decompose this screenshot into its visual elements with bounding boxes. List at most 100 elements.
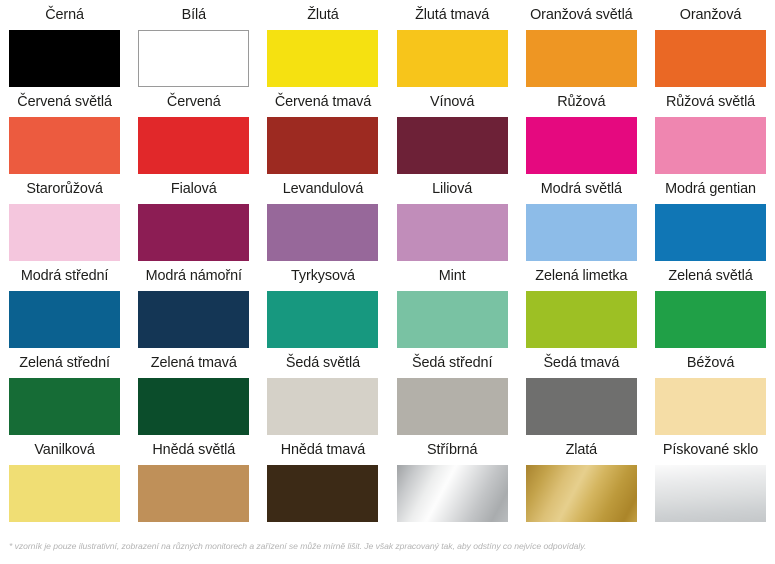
- swatch-label: Šedá tmavá: [543, 355, 620, 371]
- swatch-label: Červená: [166, 94, 221, 110]
- swatch-label: Žlutá: [307, 7, 339, 23]
- swatch-cell[interactable]: Žlutá: [258, 0, 387, 87]
- swatch-cell[interactable]: Stříbrná: [388, 435, 517, 522]
- swatch-color-chip[interactable]: [267, 30, 379, 87]
- swatch-color-chip[interactable]: [138, 378, 250, 435]
- swatch-color-chip[interactable]: [525, 117, 637, 174]
- swatch-color-chip[interactable]: [138, 465, 250, 522]
- swatch-label: Šedá světlá: [285, 355, 361, 371]
- swatch-color-chip[interactable]: [525, 204, 637, 261]
- swatch-cell[interactable]: Šedá střední: [388, 348, 517, 435]
- swatch-label: Zelená tmavá: [150, 355, 237, 371]
- swatch-color-chip[interactable]: [267, 117, 379, 174]
- swatch-cell[interactable]: Vínová: [388, 87, 517, 174]
- swatch-cell[interactable]: Oranžová: [646, 0, 775, 87]
- swatch-label: Modrá gentian: [665, 181, 756, 197]
- swatch-color-chip[interactable]: [654, 117, 766, 174]
- swatch-label: Modrá světlá: [540, 181, 622, 197]
- swatch-color-chip[interactable]: [396, 30, 508, 87]
- swatch-label: Modrá střední: [20, 268, 109, 284]
- swatch-label: Zelená střední: [19, 355, 110, 371]
- swatch-color-chip[interactable]: [654, 291, 766, 348]
- swatch-cell[interactable]: Bílá: [129, 0, 258, 87]
- swatch-cell[interactable]: Hnědá tmavá: [258, 435, 387, 522]
- swatch-cell[interactable]: Modrá světlá: [517, 174, 646, 261]
- swatch-cell[interactable]: Pískované sklo: [646, 435, 775, 522]
- swatch-cell[interactable]: Mint: [388, 261, 517, 348]
- swatch-color-chip[interactable]: [525, 378, 637, 435]
- swatch-color-chip[interactable]: [267, 465, 379, 522]
- swatch-label: Oranžová: [679, 7, 742, 23]
- swatch-color-chip[interactable]: [9, 30, 120, 87]
- swatch-cell[interactable]: Růžová světlá: [646, 87, 775, 174]
- swatch-label: Béžová: [686, 355, 735, 371]
- swatch-label: Modrá námořní: [145, 268, 242, 284]
- swatch-color-chip[interactable]: [654, 378, 766, 435]
- swatch-cell[interactable]: Levandulová: [258, 174, 387, 261]
- swatch-color-chip[interactable]: [396, 378, 508, 435]
- swatch-color-chip[interactable]: [654, 30, 766, 87]
- swatch-label: Tyrkysová: [291, 268, 355, 284]
- swatch-label: Šedá střední: [411, 355, 493, 371]
- swatch-cell[interactable]: Červená: [129, 87, 258, 174]
- swatch-cell[interactable]: Modrá námořní: [129, 261, 258, 348]
- swatch-cell[interactable]: Žlutá tmavá: [388, 0, 517, 87]
- swatch-color-chip[interactable]: [396, 465, 508, 522]
- color-swatch-grid: Černá Bílá Žlutá Žlutá tmavá Oranžová světlá…: [0, 0, 775, 522]
- swatch-cell[interactable]: Zlatá: [517, 435, 646, 522]
- swatch-color-chip[interactable]: [525, 291, 637, 348]
- swatch-color-chip[interactable]: [525, 465, 637, 522]
- swatch-cell[interactable]: Zelená tmavá: [129, 348, 258, 435]
- swatch-label: Starorůžová: [26, 181, 103, 197]
- swatch-cell[interactable]: Červená tmavá: [258, 87, 387, 174]
- swatch-color-chip[interactable]: [138, 30, 250, 87]
- swatch-color-chip[interactable]: [396, 204, 508, 261]
- swatch-cell[interactable]: Šedá světlá: [258, 348, 387, 435]
- swatch-color-chip[interactable]: [9, 204, 120, 261]
- swatch-cell[interactable]: Zelená světlá: [646, 261, 775, 348]
- swatch-color-chip[interactable]: [267, 291, 379, 348]
- swatch-color-chip[interactable]: [138, 204, 250, 261]
- swatch-color-chip[interactable]: [267, 204, 379, 261]
- swatch-color-chip[interactable]: [654, 204, 766, 261]
- swatch-label: Mint: [438, 268, 466, 284]
- swatch-color-chip[interactable]: [9, 117, 120, 174]
- swatch-cell[interactable]: Fialová: [129, 174, 258, 261]
- swatch-color-chip[interactable]: [396, 291, 508, 348]
- swatch-color-chip[interactable]: [267, 378, 379, 435]
- swatch-label: Bílá: [181, 7, 207, 23]
- swatch-label: Liliová: [432, 181, 473, 197]
- swatch-cell[interactable]: Tyrkysová: [258, 261, 387, 348]
- swatch-label: Hnědá světlá: [152, 442, 236, 458]
- swatch-label: Růžová: [557, 94, 606, 110]
- swatch-cell[interactable]: Modrá gentian: [646, 174, 775, 261]
- swatch-label: Zlatá: [565, 442, 598, 458]
- swatch-label: Fialová: [170, 181, 217, 197]
- swatch-cell[interactable]: Hnědá světlá: [129, 435, 258, 522]
- swatch-cell[interactable]: Starorůžová: [0, 174, 129, 261]
- swatch-label: Vínová: [430, 94, 475, 110]
- swatch-label: Žlutá tmavá: [415, 7, 490, 23]
- swatch-color-chip[interactable]: [138, 291, 250, 348]
- swatch-cell[interactable]: Oranžová světlá: [517, 0, 646, 87]
- swatch-label: Zelená světlá: [668, 268, 753, 284]
- swatch-label: Stříbrná: [426, 442, 478, 458]
- swatch-color-chip[interactable]: [9, 378, 120, 435]
- swatch-color-chip[interactable]: [9, 291, 120, 348]
- swatch-color-chip[interactable]: [525, 30, 637, 87]
- swatch-label: Levandulová: [282, 181, 364, 197]
- swatch-cell[interactable]: Vanilková: [0, 435, 129, 522]
- swatch-cell[interactable]: Zelená limetka: [517, 261, 646, 348]
- swatch-color-chip[interactable]: [138, 117, 250, 174]
- swatch-cell[interactable]: Zelená střední: [0, 348, 129, 435]
- swatch-cell[interactable]: Růžová: [517, 87, 646, 174]
- swatch-color-chip[interactable]: [396, 117, 508, 174]
- swatch-cell[interactable]: Modrá střední: [0, 261, 129, 348]
- swatch-cell[interactable]: Šedá tmavá: [517, 348, 646, 435]
- swatch-color-chip[interactable]: [9, 465, 120, 522]
- swatch-color-chip[interactable]: [654, 465, 766, 522]
- swatch-cell[interactable]: Červená světlá: [0, 87, 129, 174]
- swatch-cell[interactable]: Béžová: [646, 348, 775, 435]
- swatch-cell[interactable]: Černá: [0, 0, 129, 87]
- swatch-cell[interactable]: Liliová: [388, 174, 517, 261]
